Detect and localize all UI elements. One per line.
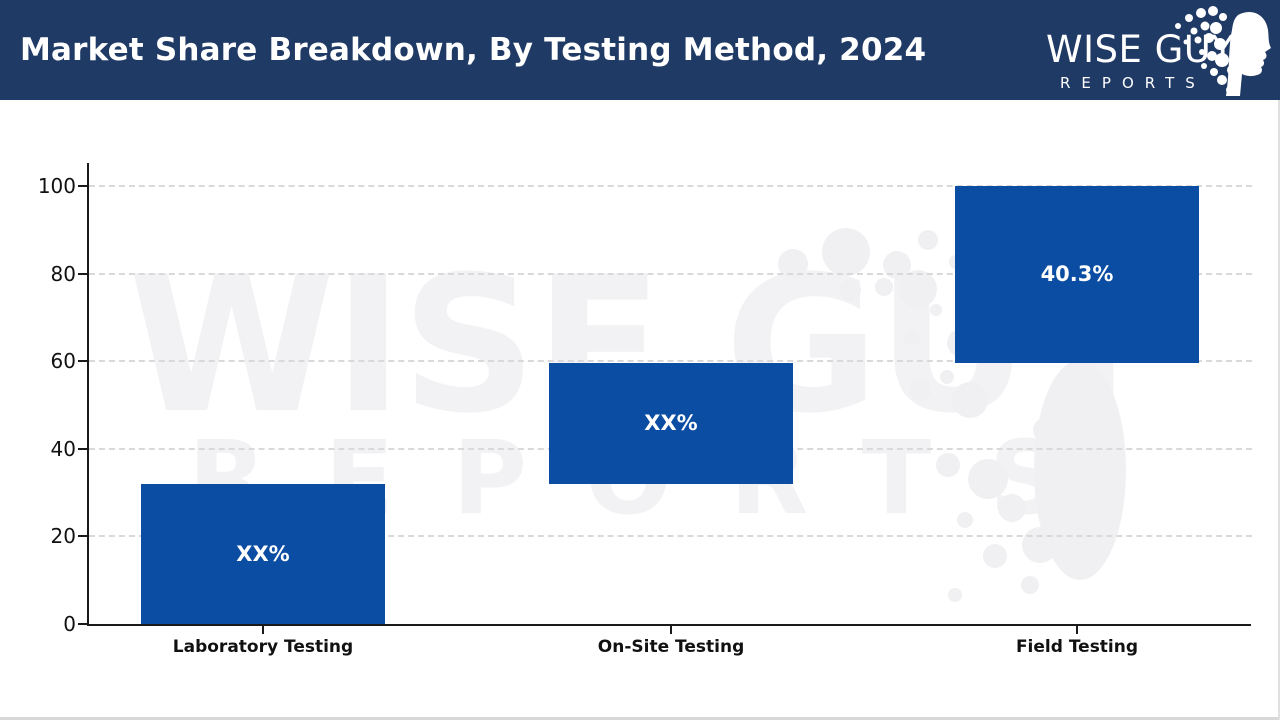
logo-face-profile-icon (1226, 12, 1271, 96)
y-tick-label: 20 (50, 524, 76, 549)
y-tick-label: 40 (50, 436, 76, 461)
header-band: Market Share Breakdown, By Testing Metho… (0, 0, 1280, 100)
bar-1: XX% (141, 484, 385, 624)
x-tick-mark (670, 626, 672, 634)
bar-value-label: XX% (236, 542, 290, 567)
y-tick-label: 80 (50, 261, 76, 286)
y-axis-line (87, 163, 89, 625)
y-tick-mark (78, 447, 87, 450)
bar-value-label: XX% (644, 411, 698, 436)
x-tick-mark (1076, 626, 1078, 634)
page-title: Market Share Breakdown, By Testing Metho… (20, 32, 927, 68)
x-tick-mark (262, 626, 264, 634)
y-tick-mark (78, 185, 87, 187)
wise-guy-reports-logo: WISE GUY REPORTS (1046, 6, 1271, 96)
y-tick-mark (78, 360, 87, 363)
gridline-y-20 (89, 535, 1252, 538)
y-tick-label: 100 (37, 174, 76, 198)
x-axis-line (87, 624, 1251, 626)
bar-value-label: 40.3% (1040, 262, 1114, 287)
page-bottom-border (0, 717, 1280, 720)
y-tick-mark (78, 535, 87, 538)
x-category-label: Laboratory Testing (172, 637, 354, 657)
gridline-y-100 (89, 185, 1252, 187)
page-right-border (1278, 100, 1280, 720)
x-category-label: Field Testing (1015, 637, 1139, 657)
logo-subtext: REPORTS (1060, 74, 1206, 92)
logo-head-dots-icon (1175, 6, 1237, 94)
y-tick-label: 0 (63, 612, 76, 636)
gridline-y-80 (89, 272, 1252, 275)
gridline-y-60 (89, 360, 1252, 363)
bar-2: XX% (549, 362, 793, 485)
y-tick-mark (78, 272, 87, 275)
x-category-label: On-Site Testing (597, 637, 745, 657)
y-tick-mark (78, 623, 87, 625)
y-tick-label: 60 (50, 349, 76, 374)
bar-3: 40.3% (955, 186, 1199, 363)
